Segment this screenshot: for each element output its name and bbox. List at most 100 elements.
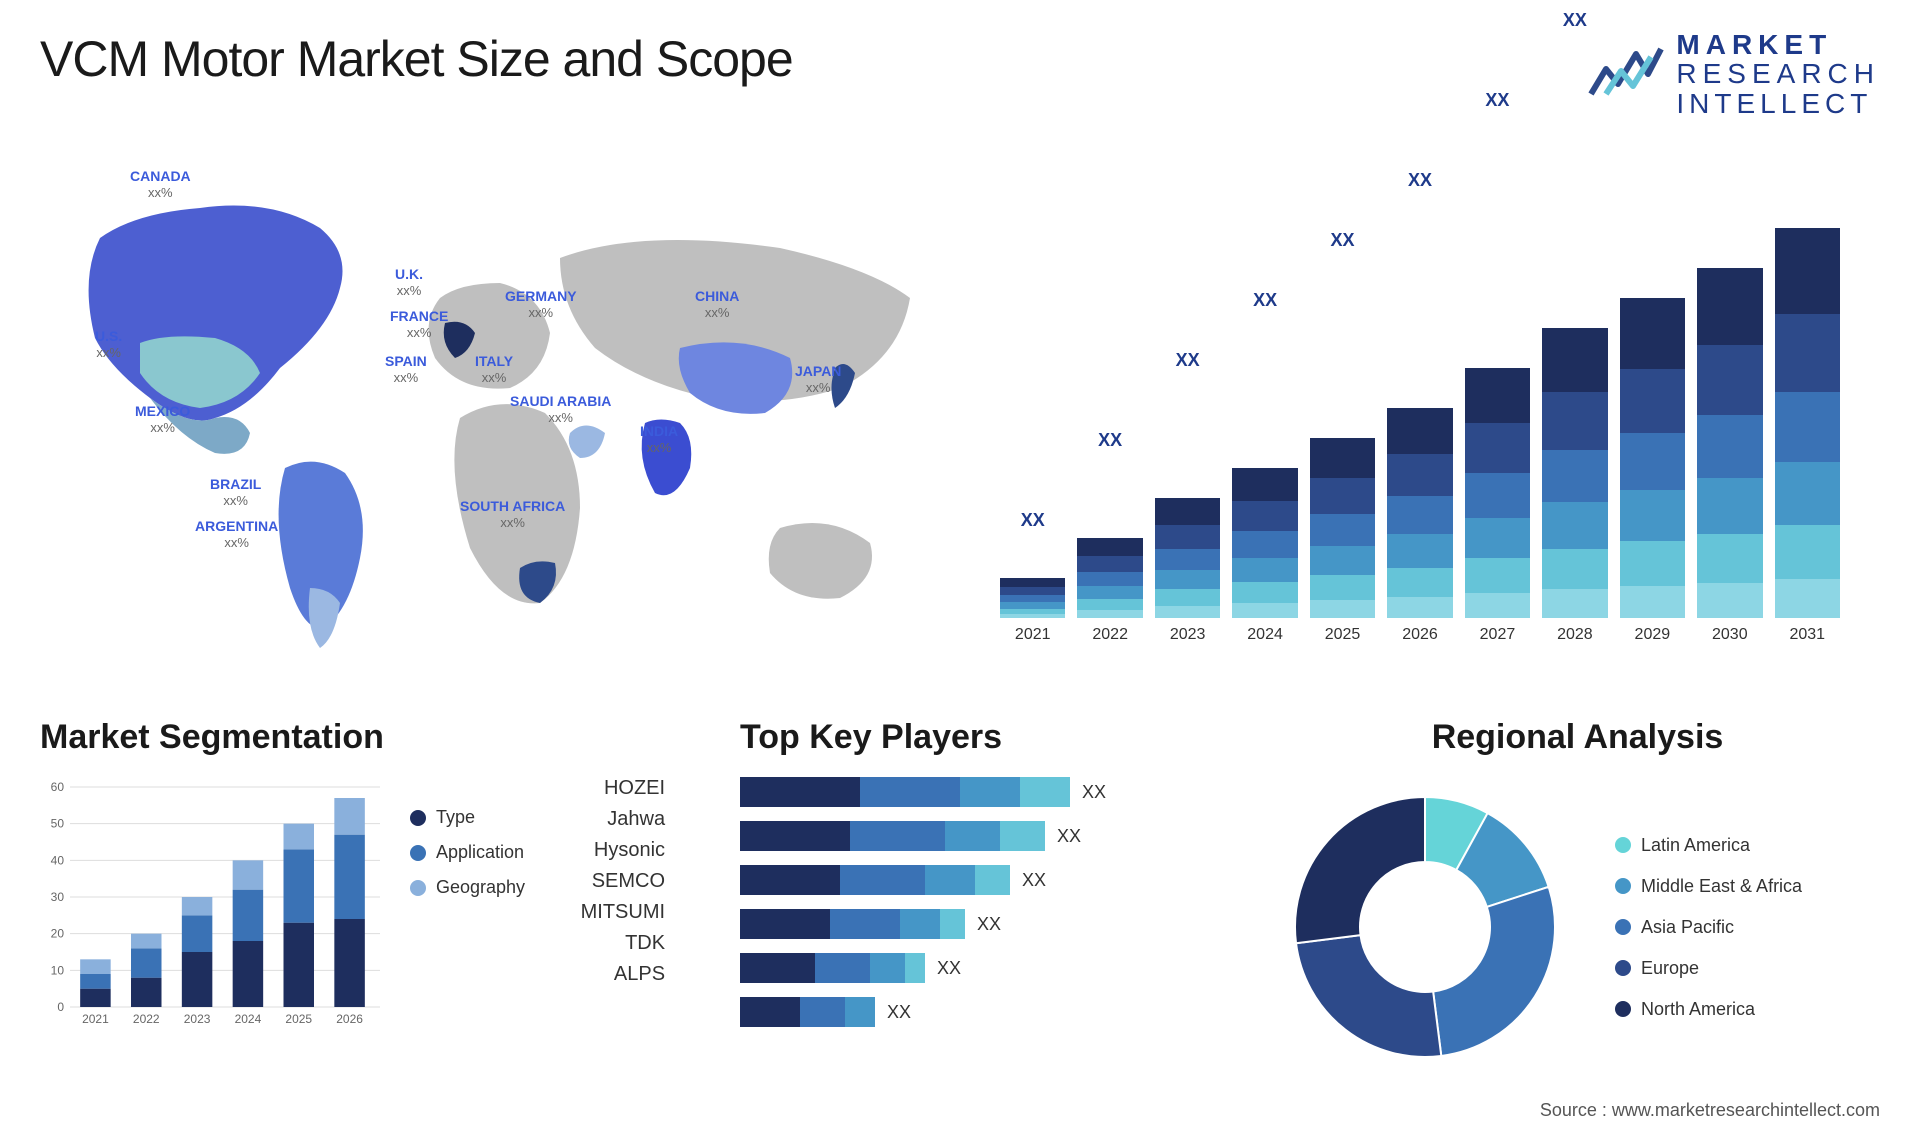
brand-line2: RESEARCH — [1676, 59, 1880, 88]
svg-text:2025: 2025 — [285, 1012, 312, 1026]
map-country-label: MEXICOxx% — [135, 403, 190, 435]
growth-bar-year: 2028 — [1557, 626, 1593, 644]
growth-bar-chart: 2021XX2022XX2023XX2024XX2025XX2026XX2027… — [1000, 158, 1880, 658]
growth-bar-value: XX — [1021, 510, 1045, 572]
regional-legend: Latin America Middle East & Africa Asia Pa… — [1615, 835, 1802, 1020]
player-bar-row: XX — [740, 997, 1235, 1027]
map-country-label: SOUTH AFRICAxx% — [460, 498, 565, 530]
player-bar-row: XX — [740, 953, 1235, 983]
growth-bar: 2026XX — [1387, 408, 1452, 618]
map-country-label: CHINAxx% — [695, 288, 739, 320]
company-name: Jahwa — [535, 808, 665, 831]
growth-bar-value: XX — [1485, 90, 1509, 362]
legend-item: Asia Pacific — [1615, 917, 1802, 938]
legend-item: Type — [410, 807, 525, 828]
map-country-label: SPAINxx% — [385, 353, 427, 385]
map-country-label: GERMANYxx% — [505, 288, 577, 320]
segmentation-title: Market Segmentation — [40, 718, 700, 757]
company-name: ALPS — [535, 963, 665, 986]
svg-text:10: 10 — [51, 964, 65, 978]
growth-bar-value: XX — [1176, 350, 1200, 492]
map-country-label: CANADAxx% — [130, 168, 191, 200]
growth-bar-year: 2030 — [1712, 626, 1748, 644]
svg-text:2021: 2021 — [82, 1012, 109, 1026]
map-country-label: JAPANxx% — [795, 363, 841, 395]
legend-item: Geography — [410, 877, 525, 898]
map-country-label: U.S.xx% — [95, 328, 122, 360]
player-value: XX — [887, 1002, 911, 1023]
svg-text:20: 20 — [51, 927, 65, 941]
legend-item: Europe — [1615, 958, 1802, 979]
growth-bar-value: XX — [1408, 170, 1432, 402]
growth-bar-year: 2026 — [1402, 626, 1438, 644]
growth-bar-year: 2031 — [1789, 626, 1825, 644]
svg-text:0: 0 — [57, 1000, 64, 1014]
growth-bar: 2022XX — [1077, 538, 1142, 618]
growth-bar: 2030XX — [1697, 268, 1762, 618]
player-bar-row: XX — [740, 777, 1235, 807]
map-country-label: ARGENTINAxx% — [195, 518, 278, 550]
regional-title: Regional Analysis — [1275, 718, 1880, 757]
growth-bar-value: XX — [1640, 0, 1664, 292]
growth-bar-year: 2021 — [1015, 626, 1051, 644]
svg-text:2026: 2026 — [336, 1012, 363, 1026]
segmentation-legend: Type Application Geography — [410, 807, 525, 898]
growth-bar: 2031XX — [1775, 228, 1840, 618]
legend-item: Middle East & Africa — [1615, 876, 1802, 897]
player-bar-row: XX — [740, 821, 1235, 851]
svg-text:2023: 2023 — [184, 1012, 211, 1026]
brand-line1: MARKET — [1676, 30, 1880, 59]
legend-item: Latin America — [1615, 835, 1802, 856]
growth-bar: 2028XX — [1542, 328, 1607, 618]
legend-item: North America — [1615, 999, 1802, 1020]
map-country-label: FRANCExx% — [390, 308, 448, 340]
growth-bar-year: 2027 — [1480, 626, 1516, 644]
player-value: XX — [1082, 782, 1106, 803]
company-list: HOZEIJahwaHysonicSEMCOMITSUMITDKALPS — [535, 777, 665, 986]
player-bar-row: XX — [740, 909, 1235, 939]
map-country-label: INDIAxx% — [640, 423, 678, 455]
growth-bar: 2021XX — [1000, 578, 1065, 618]
company-name: SEMCO — [535, 870, 665, 893]
growth-bar: 2025XX — [1310, 438, 1375, 618]
svg-text:50: 50 — [51, 817, 65, 831]
company-name: TDK — [535, 932, 665, 955]
player-value: XX — [1022, 870, 1046, 891]
players-title: Top Key Players — [740, 718, 1235, 757]
svg-text:2022: 2022 — [133, 1012, 160, 1026]
map-country-label: BRAZILxx% — [210, 476, 261, 508]
growth-bar: 2023XX — [1155, 498, 1220, 618]
growth-bar-year: 2022 — [1092, 626, 1128, 644]
growth-bar-value: XX — [1718, 0, 1742, 262]
growth-bar-value: XX — [1331, 230, 1355, 432]
company-name: Hysonic — [535, 839, 665, 862]
company-name: HOZEI — [535, 777, 665, 800]
player-value: XX — [937, 958, 961, 979]
svg-text:30: 30 — [51, 890, 65, 904]
map-country-label: SAUDI ARABIAxx% — [510, 393, 611, 425]
svg-text:60: 60 — [51, 780, 65, 794]
svg-text:40: 40 — [51, 854, 65, 868]
growth-bar-year: 2023 — [1170, 626, 1206, 644]
growth-bar-year: 2025 — [1325, 626, 1361, 644]
growth-bar-value: XX — [1795, 0, 1819, 222]
svg-text:2024: 2024 — [235, 1012, 262, 1026]
growth-bar: 2027XX — [1465, 368, 1530, 618]
growth-bar-value: XX — [1098, 430, 1122, 532]
growth-bar: 2024XX — [1232, 468, 1297, 618]
player-bar-row: XX — [740, 865, 1235, 895]
page-title: VCM Motor Market Size and Scope — [40, 30, 793, 88]
segmentation-bar-chart: 0 10 20 30 40 50 60 2021 2022 2023 2024 2025 2026 — [40, 777, 380, 1037]
player-value: XX — [977, 914, 1001, 935]
regional-donut-chart — [1275, 777, 1575, 1077]
growth-bar-year: 2024 — [1247, 626, 1283, 644]
source-attribution: Source : www.marketresearchintellect.com — [1540, 1100, 1880, 1121]
map-country-label: U.K.xx% — [395, 266, 423, 298]
world-map: CANADAxx% U.S.xx% MEXICOxx% BRAZILxx% ARGENT… — [40, 158, 940, 658]
growth-bar-year: 2029 — [1635, 626, 1671, 644]
legend-item: Application — [410, 842, 525, 863]
players-bars: XX XX XX XX XX XX — [740, 777, 1235, 1027]
growth-bar: 2029XX — [1620, 298, 1685, 618]
map-country-label: ITALYxx% — [475, 353, 513, 385]
player-value: XX — [1057, 826, 1081, 847]
